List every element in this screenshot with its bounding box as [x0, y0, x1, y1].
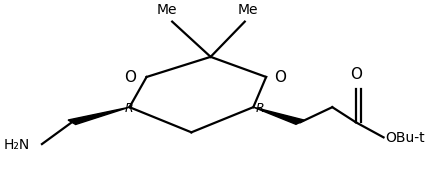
Text: O: O: [349, 67, 361, 82]
Text: O: O: [273, 70, 285, 85]
Text: R: R: [124, 101, 133, 115]
Text: OBu-t: OBu-t: [384, 131, 424, 145]
Text: Me: Me: [237, 3, 258, 17]
Text: O: O: [124, 70, 135, 85]
Text: R: R: [255, 101, 263, 115]
Polygon shape: [253, 107, 304, 124]
Text: H₂N: H₂N: [3, 138, 30, 152]
Text: Me: Me: [156, 3, 177, 17]
Polygon shape: [68, 107, 129, 124]
